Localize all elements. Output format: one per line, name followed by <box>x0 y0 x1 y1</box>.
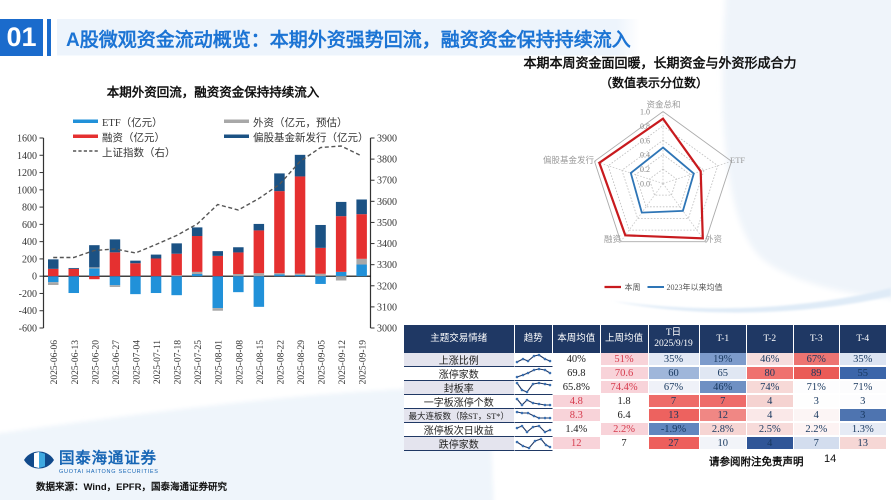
svg-text:0.2: 0.2 <box>640 165 650 174</box>
svg-text:800: 800 <box>22 203 37 214</box>
svg-text:1600: 1600 <box>17 134 37 145</box>
svg-text:2025-07-11: 2025-07-11 <box>153 340 163 384</box>
svg-text:0: 0 <box>32 272 37 283</box>
svg-text:ETF: ETF <box>730 155 745 165</box>
svg-text:3100: 3100 <box>377 302 397 313</box>
svg-text:偏股基金新发行（亿元）: 偏股基金新发行（亿元） <box>253 131 369 144</box>
svg-text:3500: 3500 <box>377 218 397 229</box>
svg-text:2025-07-25: 2025-07-25 <box>194 340 204 385</box>
svg-text:外资（亿元，预估）: 外资（亿元，预估） <box>253 116 348 129</box>
svg-text:本期本周资金面回暖，长期资金与外资形成合力: 本期本周资金面回暖，长期资金与外资形成合力 <box>523 56 796 71</box>
svg-text:3400: 3400 <box>377 239 397 250</box>
svg-text:600: 600 <box>22 220 37 231</box>
svg-text:本期外资回流，融资资金保持持续流入: 本期外资回流，融资资金保持持续流入 <box>107 85 320 100</box>
svg-text:2023年以来均值: 2023年以来均值 <box>667 282 723 292</box>
svg-text:3900: 3900 <box>377 134 397 145</box>
svg-text:2025-08-22: 2025-08-22 <box>276 340 286 385</box>
svg-text:1200: 1200 <box>17 168 37 179</box>
svg-text:3800: 3800 <box>377 155 397 166</box>
svg-text:融资: 融资 <box>604 234 622 244</box>
svg-text:0.8: 0.8 <box>640 122 650 131</box>
svg-text:0.0: 0.0 <box>640 180 650 189</box>
svg-text:1000: 1000 <box>17 185 37 196</box>
svg-text:0.6: 0.6 <box>640 136 650 145</box>
svg-text:200: 200 <box>22 254 37 265</box>
svg-text:偏股基金发行: 偏股基金发行 <box>543 155 595 165</box>
svg-text:1.0: 1.0 <box>640 108 650 117</box>
svg-text:2025-06-13: 2025-06-13 <box>71 340 81 385</box>
svg-text:-600: -600 <box>19 324 37 335</box>
svg-text:2025-06-20: 2025-06-20 <box>91 340 101 385</box>
svg-text:2025-08-01: 2025-08-01 <box>215 340 225 385</box>
svg-text:3200: 3200 <box>377 281 397 292</box>
svg-text:-400: -400 <box>19 306 37 317</box>
svg-text:-200: -200 <box>19 289 37 300</box>
svg-text:2025-06-27: 2025-06-27 <box>112 340 122 385</box>
svg-text:本周: 本周 <box>625 282 641 292</box>
svg-text:ETF（亿元）: ETF（亿元） <box>102 116 163 129</box>
svg-text:1400: 1400 <box>17 151 37 162</box>
svg-text:2025-07-18: 2025-07-18 <box>174 340 184 385</box>
svg-text:2025-08-29: 2025-08-29 <box>297 340 307 385</box>
svg-text:2025-09-19: 2025-09-19 <box>359 340 369 385</box>
svg-text:2025-06-06: 2025-06-06 <box>50 340 60 385</box>
svg-text:400: 400 <box>22 237 37 248</box>
svg-text:（数值表示分位数）: （数值表示分位数） <box>600 75 708 90</box>
svg-text:2025-08-08: 2025-08-08 <box>235 340 245 385</box>
svg-text:0.4: 0.4 <box>640 151 650 160</box>
svg-text:2025-09-12: 2025-09-12 <box>338 340 348 385</box>
svg-text:外资: 外资 <box>705 234 723 244</box>
svg-text:融资（亿元）: 融资（亿元） <box>102 131 165 144</box>
svg-text:2025-07-04: 2025-07-04 <box>133 340 143 385</box>
svg-text:3600: 3600 <box>377 197 397 208</box>
svg-text:资金总和: 资金总和 <box>646 100 680 110</box>
svg-text:上证指数（右）: 上证指数（右） <box>102 146 176 159</box>
svg-text:3300: 3300 <box>377 260 397 271</box>
svg-text:2025-09-05: 2025-09-05 <box>318 340 328 385</box>
svg-text:3000: 3000 <box>377 324 397 335</box>
svg-text:2025-08-15: 2025-08-15 <box>256 340 266 385</box>
svg-text:3700: 3700 <box>377 176 397 187</box>
